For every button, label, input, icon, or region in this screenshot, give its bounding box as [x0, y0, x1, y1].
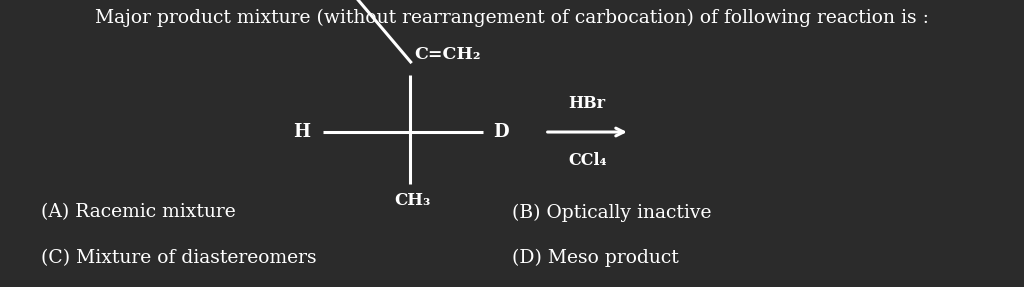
- Text: Major product mixture (without rearrangement of carbocation) of following reacti: Major product mixture (without rearrange…: [95, 9, 929, 27]
- Text: CCl₄: CCl₄: [568, 152, 606, 169]
- Text: (A) Racemic mixture: (A) Racemic mixture: [41, 203, 236, 221]
- Text: (D) Meso product: (D) Meso product: [512, 249, 679, 267]
- Text: HBr: HBr: [568, 95, 606, 112]
- Text: C=CH₂: C=CH₂: [415, 46, 481, 63]
- Text: D: D: [494, 123, 509, 141]
- Text: (B) Optically inactive: (B) Optically inactive: [512, 203, 712, 222]
- Text: CH₃: CH₃: [394, 192, 431, 209]
- Text: (C) Mixture of diastereomers: (C) Mixture of diastereomers: [41, 249, 316, 267]
- Text: H: H: [293, 123, 310, 141]
